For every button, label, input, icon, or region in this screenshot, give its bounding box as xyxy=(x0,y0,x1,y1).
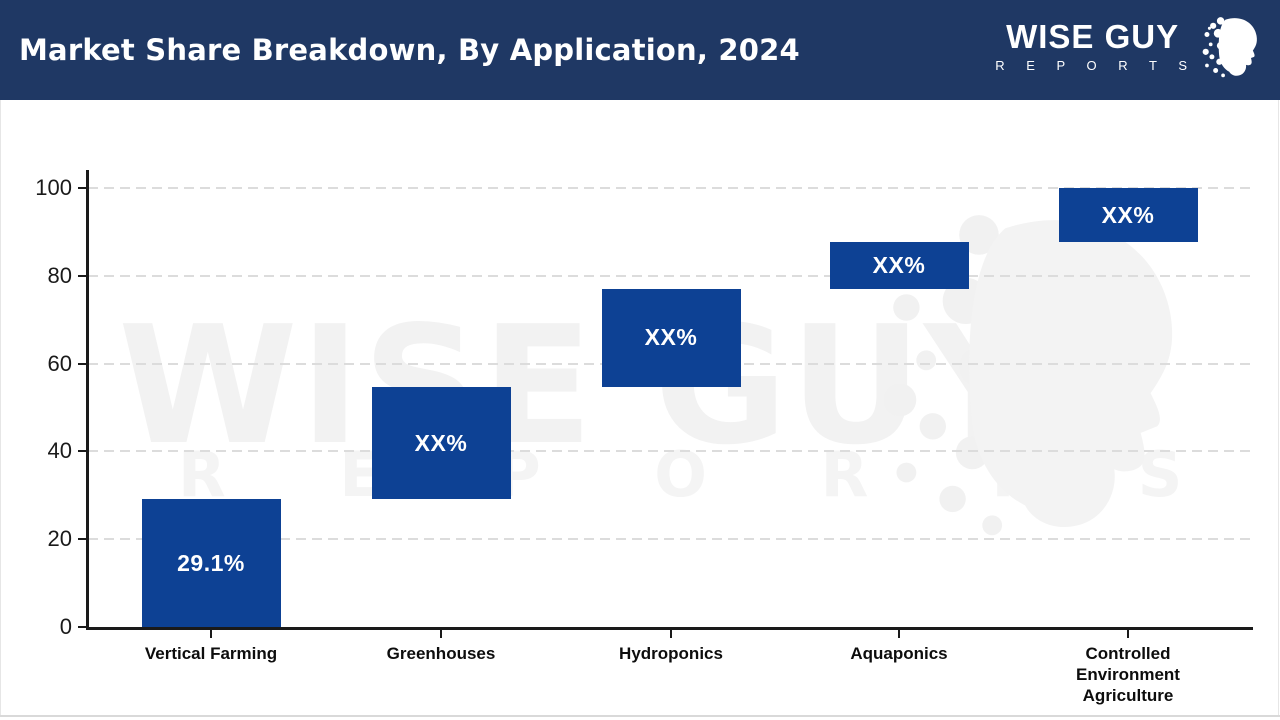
x-axis-category-label: Vertical Farming xyxy=(144,644,278,663)
waterfall-bar: 29.1% xyxy=(141,499,281,627)
waterfall-bar: XX% xyxy=(371,387,511,500)
x-axis-tick xyxy=(210,630,212,638)
x-axis-tick xyxy=(440,630,442,638)
y-gridline xyxy=(88,274,1253,277)
y-axis-tick-label: 0 xyxy=(59,614,72,639)
y-axis-tick xyxy=(78,538,86,541)
header: Market Share Breakdown, By Application, … xyxy=(0,0,1280,100)
y-axis-line xyxy=(86,170,89,630)
bar-value-label: XX% xyxy=(1101,201,1155,228)
right-border xyxy=(1278,100,1279,715)
y-axis-tick xyxy=(78,362,86,365)
y-axis-tick-label: 40 xyxy=(47,438,72,464)
x-axis-category-label: Aquaponics xyxy=(850,644,948,663)
y-gridline xyxy=(88,450,1253,453)
waterfall-bar: XX% xyxy=(601,288,741,388)
x-axis-tick xyxy=(1127,630,1129,638)
bar-value-label: XX% xyxy=(414,429,468,456)
x-axis-category-label: Controlled Environment Agriculture xyxy=(1076,644,1180,705)
y-axis-tick xyxy=(78,274,86,277)
x-axis-line xyxy=(86,627,1253,630)
x-axis-tick xyxy=(898,630,900,638)
bar-value-label: 29.1% xyxy=(177,549,245,576)
y-axis-tick-label: 60 xyxy=(47,350,72,376)
bottom-border xyxy=(0,715,1280,717)
brand-head-icon xyxy=(1202,17,1257,78)
y-gridline xyxy=(88,538,1253,541)
x-axis-tick xyxy=(670,630,672,638)
x-axis-category-label: Hydroponics xyxy=(619,644,723,663)
y-axis-tick xyxy=(78,450,86,453)
waterfall-bar: XX% xyxy=(829,242,969,289)
y-gridline xyxy=(88,187,1253,189)
bar-value-label: XX% xyxy=(644,324,698,351)
y-axis-tick-label: 20 xyxy=(47,526,72,552)
x-axis-category-label: Greenhouses xyxy=(386,644,496,663)
waterfall-bar: XX% xyxy=(1058,188,1198,243)
y-axis-tick xyxy=(78,187,86,189)
left-border xyxy=(0,100,1,715)
brand-logo: WISE GUY R E P O R T S xyxy=(995,8,1264,94)
brand-logo-text: WISE GUY R E P O R T S xyxy=(989,18,1196,73)
chart-title: Market Share Breakdown, By Application, … xyxy=(19,33,800,67)
y-axis-tick-label: 80 xyxy=(47,262,72,288)
y-axis-tick-label: 100 xyxy=(35,175,72,200)
bar-value-label: XX% xyxy=(872,251,926,278)
watermark-text: WISE GUY xyxy=(118,292,1045,481)
brand-tagline: R E P O R T S xyxy=(995,58,1196,73)
brand-name: WISE GUY xyxy=(1006,18,1180,55)
y-axis-tick xyxy=(78,626,86,628)
